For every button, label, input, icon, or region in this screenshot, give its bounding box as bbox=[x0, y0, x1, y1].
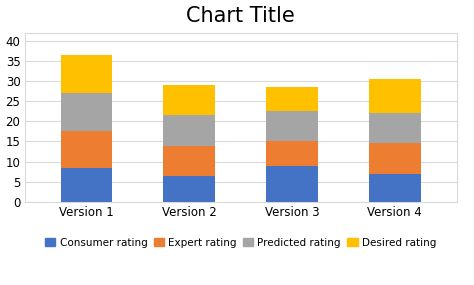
Bar bbox=[266, 166, 318, 202]
Bar bbox=[369, 79, 420, 113]
Title: Chart Title: Chart Title bbox=[186, 5, 295, 26]
Bar bbox=[164, 85, 215, 115]
Bar bbox=[164, 176, 215, 202]
Bar bbox=[266, 87, 318, 111]
Bar bbox=[61, 168, 112, 202]
Bar bbox=[266, 111, 318, 141]
Bar bbox=[369, 174, 420, 202]
Bar bbox=[164, 146, 215, 176]
Bar bbox=[164, 115, 215, 146]
Bar bbox=[369, 113, 420, 143]
Bar bbox=[61, 55, 112, 93]
Bar bbox=[61, 131, 112, 168]
Legend: Consumer rating, Expert rating, Predicted rating, Desired rating: Consumer rating, Expert rating, Predicte… bbox=[45, 238, 436, 248]
Bar bbox=[61, 93, 112, 131]
Bar bbox=[266, 141, 318, 166]
Bar bbox=[369, 143, 420, 174]
